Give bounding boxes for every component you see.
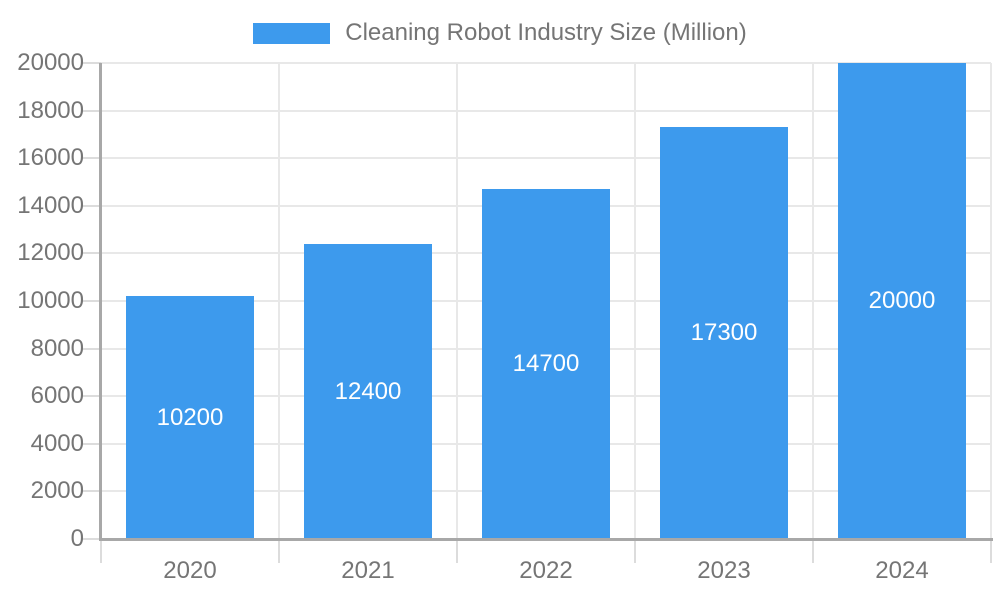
x-axis-tick-label: 2020 [163, 557, 217, 584]
y-axis-tick [83, 62, 101, 64]
y-axis-tick-label: 14000 [17, 192, 84, 219]
gridline-vertical [634, 63, 636, 539]
x-axis-tick-label: 2021 [341, 557, 395, 584]
y-axis-tick [83, 490, 101, 492]
y-axis-tick [83, 443, 101, 445]
gridline-vertical [990, 63, 992, 539]
y-axis-tick-label: 4000 [30, 430, 84, 457]
bar[interactable]: 12400 [304, 244, 432, 539]
x-axis-tick [278, 541, 280, 563]
bar[interactable]: 20000 [838, 63, 966, 539]
gridline-vertical [812, 63, 814, 539]
x-axis-tick [990, 541, 992, 563]
x-axis-tick-label: 2023 [697, 557, 751, 584]
y-axis-tick [83, 538, 101, 540]
gridline-horizontal [101, 110, 991, 112]
bar-value-label: 10200 [156, 403, 224, 431]
y-axis-tick [83, 395, 101, 397]
y-axis-tick [83, 348, 101, 350]
bar[interactable]: 14700 [482, 189, 610, 539]
bar-value-label: 14700 [512, 350, 580, 377]
y-axis-tick-label: 10000 [17, 287, 84, 314]
legend-label: Cleaning Robot Industry Size (Million) [345, 19, 747, 46]
x-axis-tick [634, 541, 636, 563]
y-axis-tick [83, 300, 101, 302]
x-axis-tick-label: 2022 [519, 557, 573, 584]
chart-legend[interactable]: Cleaning Robot Industry Size (Million) [0, 19, 1000, 47]
gridline-vertical [456, 63, 458, 539]
x-axis-tick [456, 541, 458, 563]
y-axis-tick-label: 16000 [17, 144, 84, 171]
bar-value-label: 17300 [690, 319, 758, 346]
x-axis-tick-label: 2024 [875, 557, 929, 584]
y-axis-tick-label: 20000 [17, 49, 84, 76]
x-axis-tick [812, 541, 814, 563]
y-axis-tick [83, 252, 101, 254]
y-axis-tick-label: 12000 [17, 239, 84, 266]
y-axis-tick-label: 8000 [30, 335, 84, 362]
gridline-horizontal [101, 157, 991, 159]
bar[interactable]: 10200 [126, 296, 254, 539]
y-axis-line [99, 63, 102, 540]
y-axis-tick-label: 18000 [17, 97, 84, 124]
y-axis-tick-label: 6000 [30, 382, 84, 409]
y-axis-tick [83, 110, 101, 112]
gridline-horizontal [101, 62, 991, 64]
x-axis-tick [100, 541, 102, 563]
y-axis-tick [83, 205, 101, 207]
bar[interactable]: 17300 [660, 127, 788, 539]
legend-swatch [253, 22, 331, 44]
x-axis-line [99, 538, 993, 541]
y-axis-tick [83, 157, 101, 159]
y-axis-tick-label: 0 [70, 525, 84, 552]
y-axis-tick-label: 2000 [30, 477, 84, 504]
bar-value-label: 20000 [868, 287, 936, 314]
gridline-vertical [278, 63, 280, 539]
bar-value-label: 12400 [334, 377, 402, 405]
